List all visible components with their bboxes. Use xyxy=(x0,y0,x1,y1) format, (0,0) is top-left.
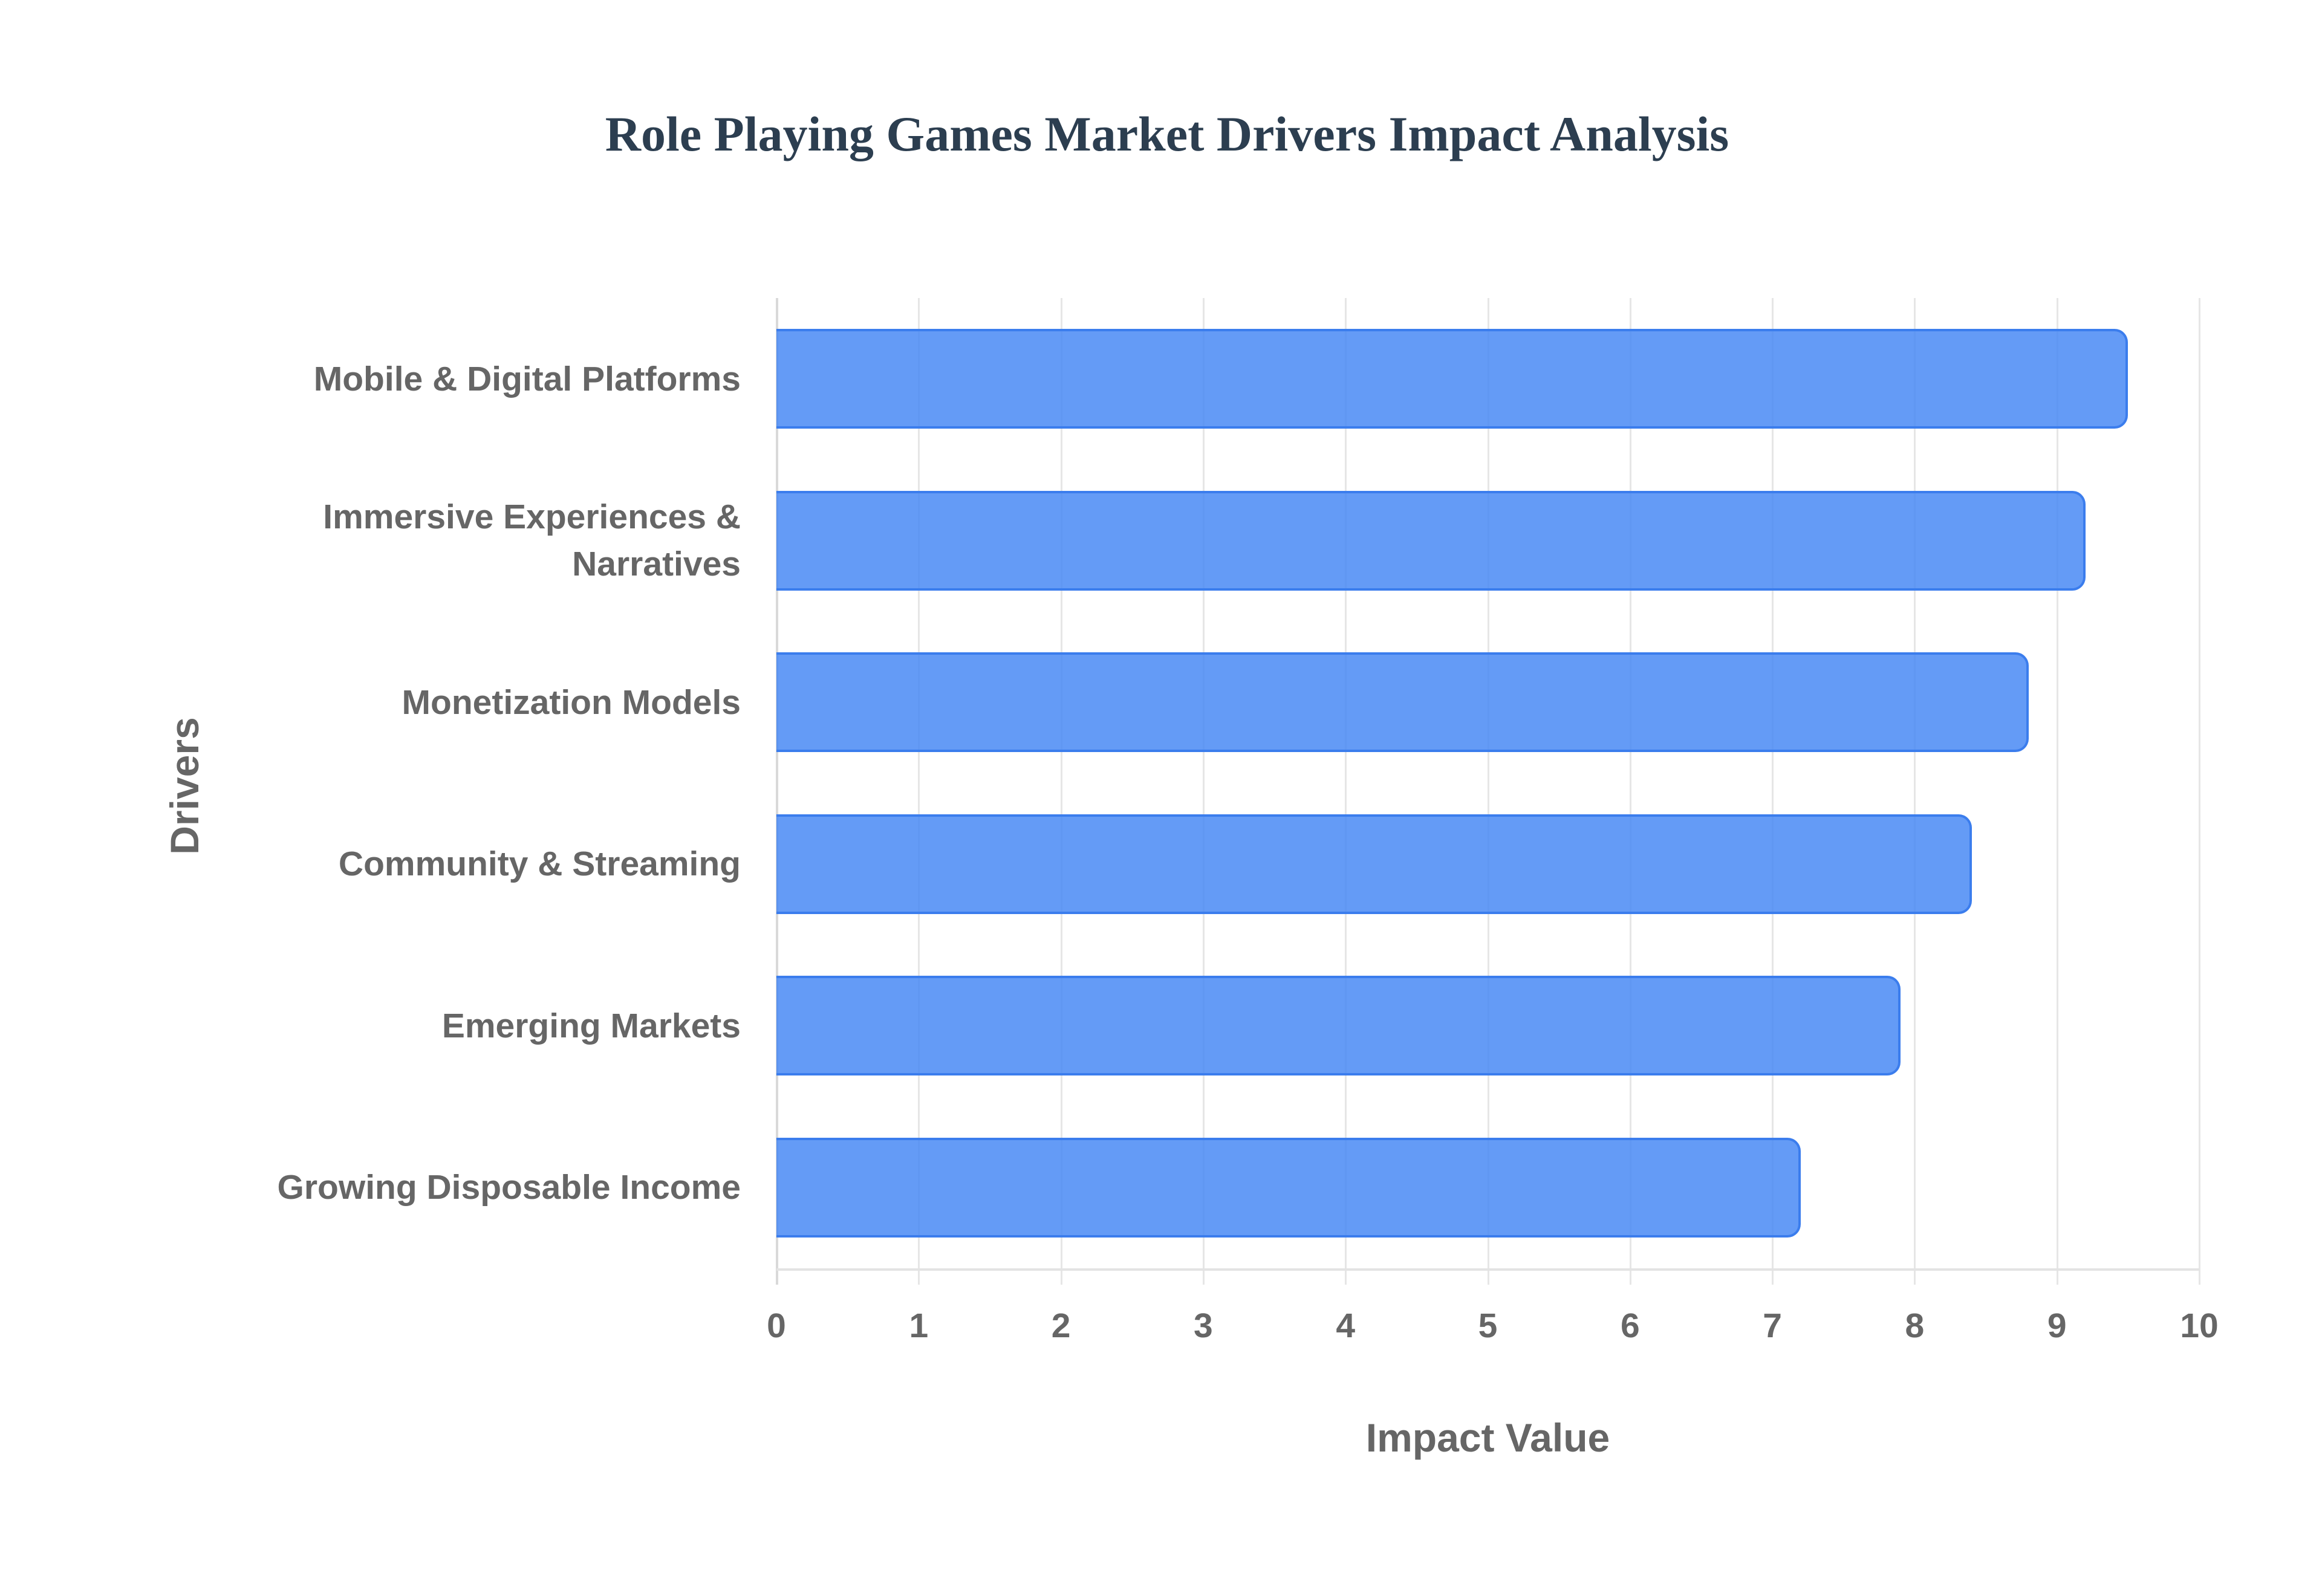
y-category-label: Monetization Models xyxy=(402,683,741,722)
bar[interactable] xyxy=(776,652,2029,753)
x-tick-label: 9 xyxy=(2047,1306,2067,1345)
bar[interactable] xyxy=(776,976,1901,1076)
y-category-label: Emerging Markets xyxy=(441,1006,741,1045)
x-axis-line xyxy=(776,1268,2199,1271)
gridline xyxy=(1345,298,1347,1285)
x-axis-title: Impact Value xyxy=(1365,1415,1610,1460)
gridline xyxy=(1487,298,1489,1285)
y-category-label: Immersive Experiences & Narratives xyxy=(323,498,741,584)
x-tick-label: 3 xyxy=(1194,1306,1213,1345)
y-category-label: Community & Streaming xyxy=(338,845,741,884)
x-tick-label: 4 xyxy=(1336,1306,1356,1345)
gridline xyxy=(1772,298,1774,1285)
bar[interactable] xyxy=(776,329,2128,429)
gridline xyxy=(2199,298,2200,1285)
bar[interactable] xyxy=(776,490,2086,591)
chart-title: Role Playing Games Market Drivers Impact… xyxy=(605,106,1729,161)
x-tick-label: 0 xyxy=(767,1306,786,1345)
bar[interactable] xyxy=(776,1137,1801,1238)
bar[interactable] xyxy=(776,814,1972,914)
x-tick-label: 2 xyxy=(1051,1306,1071,1345)
y-category-label: Growing Disposable Income xyxy=(277,1168,741,1207)
y-axis-title: Drivers xyxy=(162,717,207,855)
gridline xyxy=(1914,298,1916,1285)
x-tick-label: 7 xyxy=(1763,1306,1782,1345)
gridline xyxy=(918,298,920,1285)
gridline xyxy=(2056,298,2058,1285)
x-tick-label: 6 xyxy=(1620,1306,1640,1345)
plot-area xyxy=(776,298,2200,1285)
x-tick-label: 8 xyxy=(1905,1306,1925,1345)
x-tick-label: 1 xyxy=(909,1306,929,1345)
gridline xyxy=(1202,298,1205,1285)
y-category-label: Mobile & Digital Platforms xyxy=(313,359,741,398)
gridline xyxy=(776,298,778,1285)
gridline xyxy=(1060,298,1062,1285)
gridline xyxy=(1629,298,1631,1285)
x-tick-label: 5 xyxy=(1478,1306,1498,1345)
x-tick-label: 10 xyxy=(2180,1306,2219,1345)
